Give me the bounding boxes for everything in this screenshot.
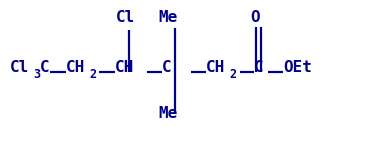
Text: CH: CH — [66, 60, 85, 75]
Text: 3: 3 — [33, 68, 40, 81]
Text: CH: CH — [115, 60, 134, 75]
Text: CH: CH — [206, 60, 225, 75]
Text: O: O — [250, 10, 260, 25]
Text: C: C — [254, 60, 264, 75]
Text: C: C — [162, 60, 172, 75]
Text: OEt: OEt — [283, 60, 312, 75]
Text: 2: 2 — [89, 68, 96, 81]
Text: Cl: Cl — [116, 10, 135, 25]
Text: Me: Me — [158, 10, 177, 25]
Text: C: C — [40, 60, 50, 75]
Text: 2: 2 — [229, 68, 236, 81]
Text: Me: Me — [158, 106, 177, 121]
Text: Cl: Cl — [10, 60, 29, 75]
